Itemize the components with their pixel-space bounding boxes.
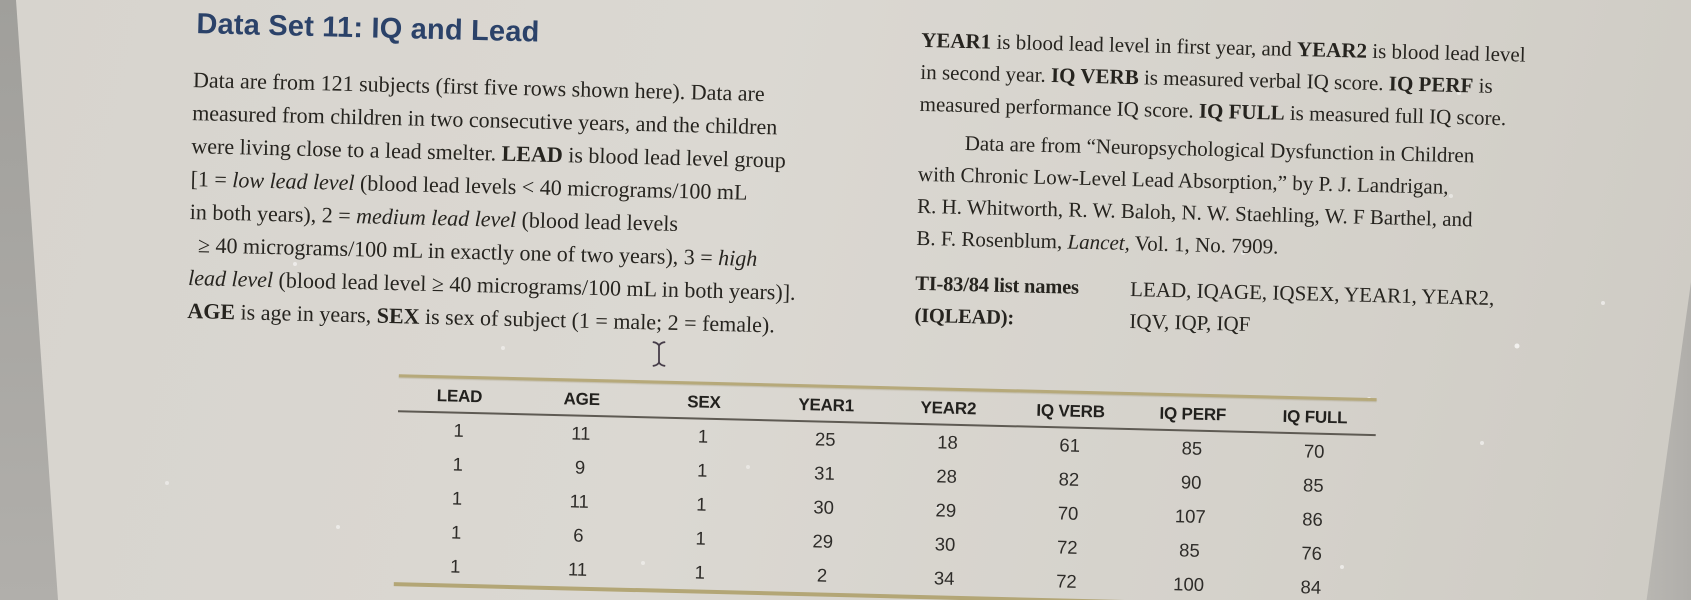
ti-list-names-value: LEAD, IQAGE, IQSEX, YEAR1, YEAR2, IQV, I… — [1129, 273, 1495, 346]
ti-list-names-label: TI-83/84 list names (IQLEAD): — [914, 268, 1130, 337]
table-cell: 34 — [933, 567, 955, 589]
table-cell: 9 — [574, 456, 586, 478]
table-cell: 85 — [1181, 437, 1203, 459]
dataset-description: Data are from 121 subjects (first five r… — [187, 63, 801, 342]
table-cell: 1 — [451, 487, 463, 509]
table-cell: 6 — [573, 524, 584, 546]
table-cell: 84 — [1300, 576, 1322, 598]
text-ibeam-cursor-icon — [652, 341, 666, 367]
table-cell: 1 — [696, 493, 707, 515]
table-cell: 18 — [936, 431, 959, 453]
source-citation: Data are from “Neuropsychological Dysfun… — [916, 126, 1599, 271]
table-cell: 86 — [1301, 508, 1324, 530]
ti-label-line2: (IQLEAD): — [914, 304, 1015, 330]
table-cell: 2 — [816, 564, 828, 586]
ti-list-names-block: TI-83/84 list names (IQLEAD): LEAD, IQAG… — [914, 268, 1595, 349]
table-cell: 90 — [1180, 471, 1202, 493]
table-cell: 85 — [1178, 539, 1201, 561]
table-cell: 31 — [813, 462, 836, 484]
table-cell: 61 — [1059, 434, 1081, 456]
table-cell: 1 — [696, 459, 708, 481]
page-title: Data Set 11: IQ and Lead — [196, 8, 540, 49]
table-cell: 30 — [813, 496, 835, 518]
table-cell: 1 — [695, 527, 707, 549]
column-header: AGE — [563, 389, 601, 410]
ti-label-line1: TI-83/84 list names — [915, 272, 1080, 299]
table-cell: 1 — [452, 453, 464, 475]
data-table: LEAD AGE SEX YEAR1 YEAR2 IQ VERB IQ PERF IQ FUL… — [393, 374, 1377, 600]
table-cell: 85 — [1302, 474, 1324, 496]
column-header: IQ VERB — [1036, 400, 1106, 422]
table-cell: 70 — [1303, 440, 1325, 462]
table-cell: 29 — [935, 499, 957, 521]
table-cell: 11 — [571, 422, 591, 444]
table-cell: 72 — [1056, 536, 1078, 558]
column-header: YEAR2 — [920, 397, 977, 419]
table-cell: 11 — [567, 558, 588, 580]
column-header: LEAD — [436, 386, 483, 407]
table-cell: 25 — [814, 428, 836, 450]
column-header: YEAR1 — [798, 394, 855, 416]
table-cell: 30 — [934, 533, 956, 555]
table-cell: 107 — [1174, 505, 1207, 527]
table-cell: 1 — [450, 521, 462, 543]
table-cell: 100 — [1172, 573, 1205, 595]
variables-description: YEAR1 is blood lead level in first year,… — [919, 24, 1601, 137]
table-cell: 1 — [453, 419, 465, 441]
column-header: SEX — [687, 392, 721, 413]
table-cell: 70 — [1057, 502, 1079, 524]
column-header: IQ PERF — [1159, 403, 1227, 425]
table-cell: 82 — [1058, 468, 1080, 490]
table-cell: 11 — [569, 490, 590, 512]
table-cell: 28 — [936, 465, 958, 487]
table-cell: 76 — [1301, 542, 1323, 564]
table-cell: 1 — [697, 425, 709, 447]
table-cell: 72 — [1055, 570, 1077, 592]
column-header: IQ FULL — [1282, 406, 1348, 428]
table-cell: 1 — [694, 561, 706, 583]
table-body: 1 11 1 25 18 61 85 70 1 9 1 31 28 82 90 85 1 11 1 30 29 70 107… — [394, 412, 1376, 600]
table-cell: 29 — [812, 530, 834, 552]
table-cell: 1 — [449, 555, 461, 577]
right-column: YEAR1 is blood lead level in first year,… — [914, 24, 1601, 349]
